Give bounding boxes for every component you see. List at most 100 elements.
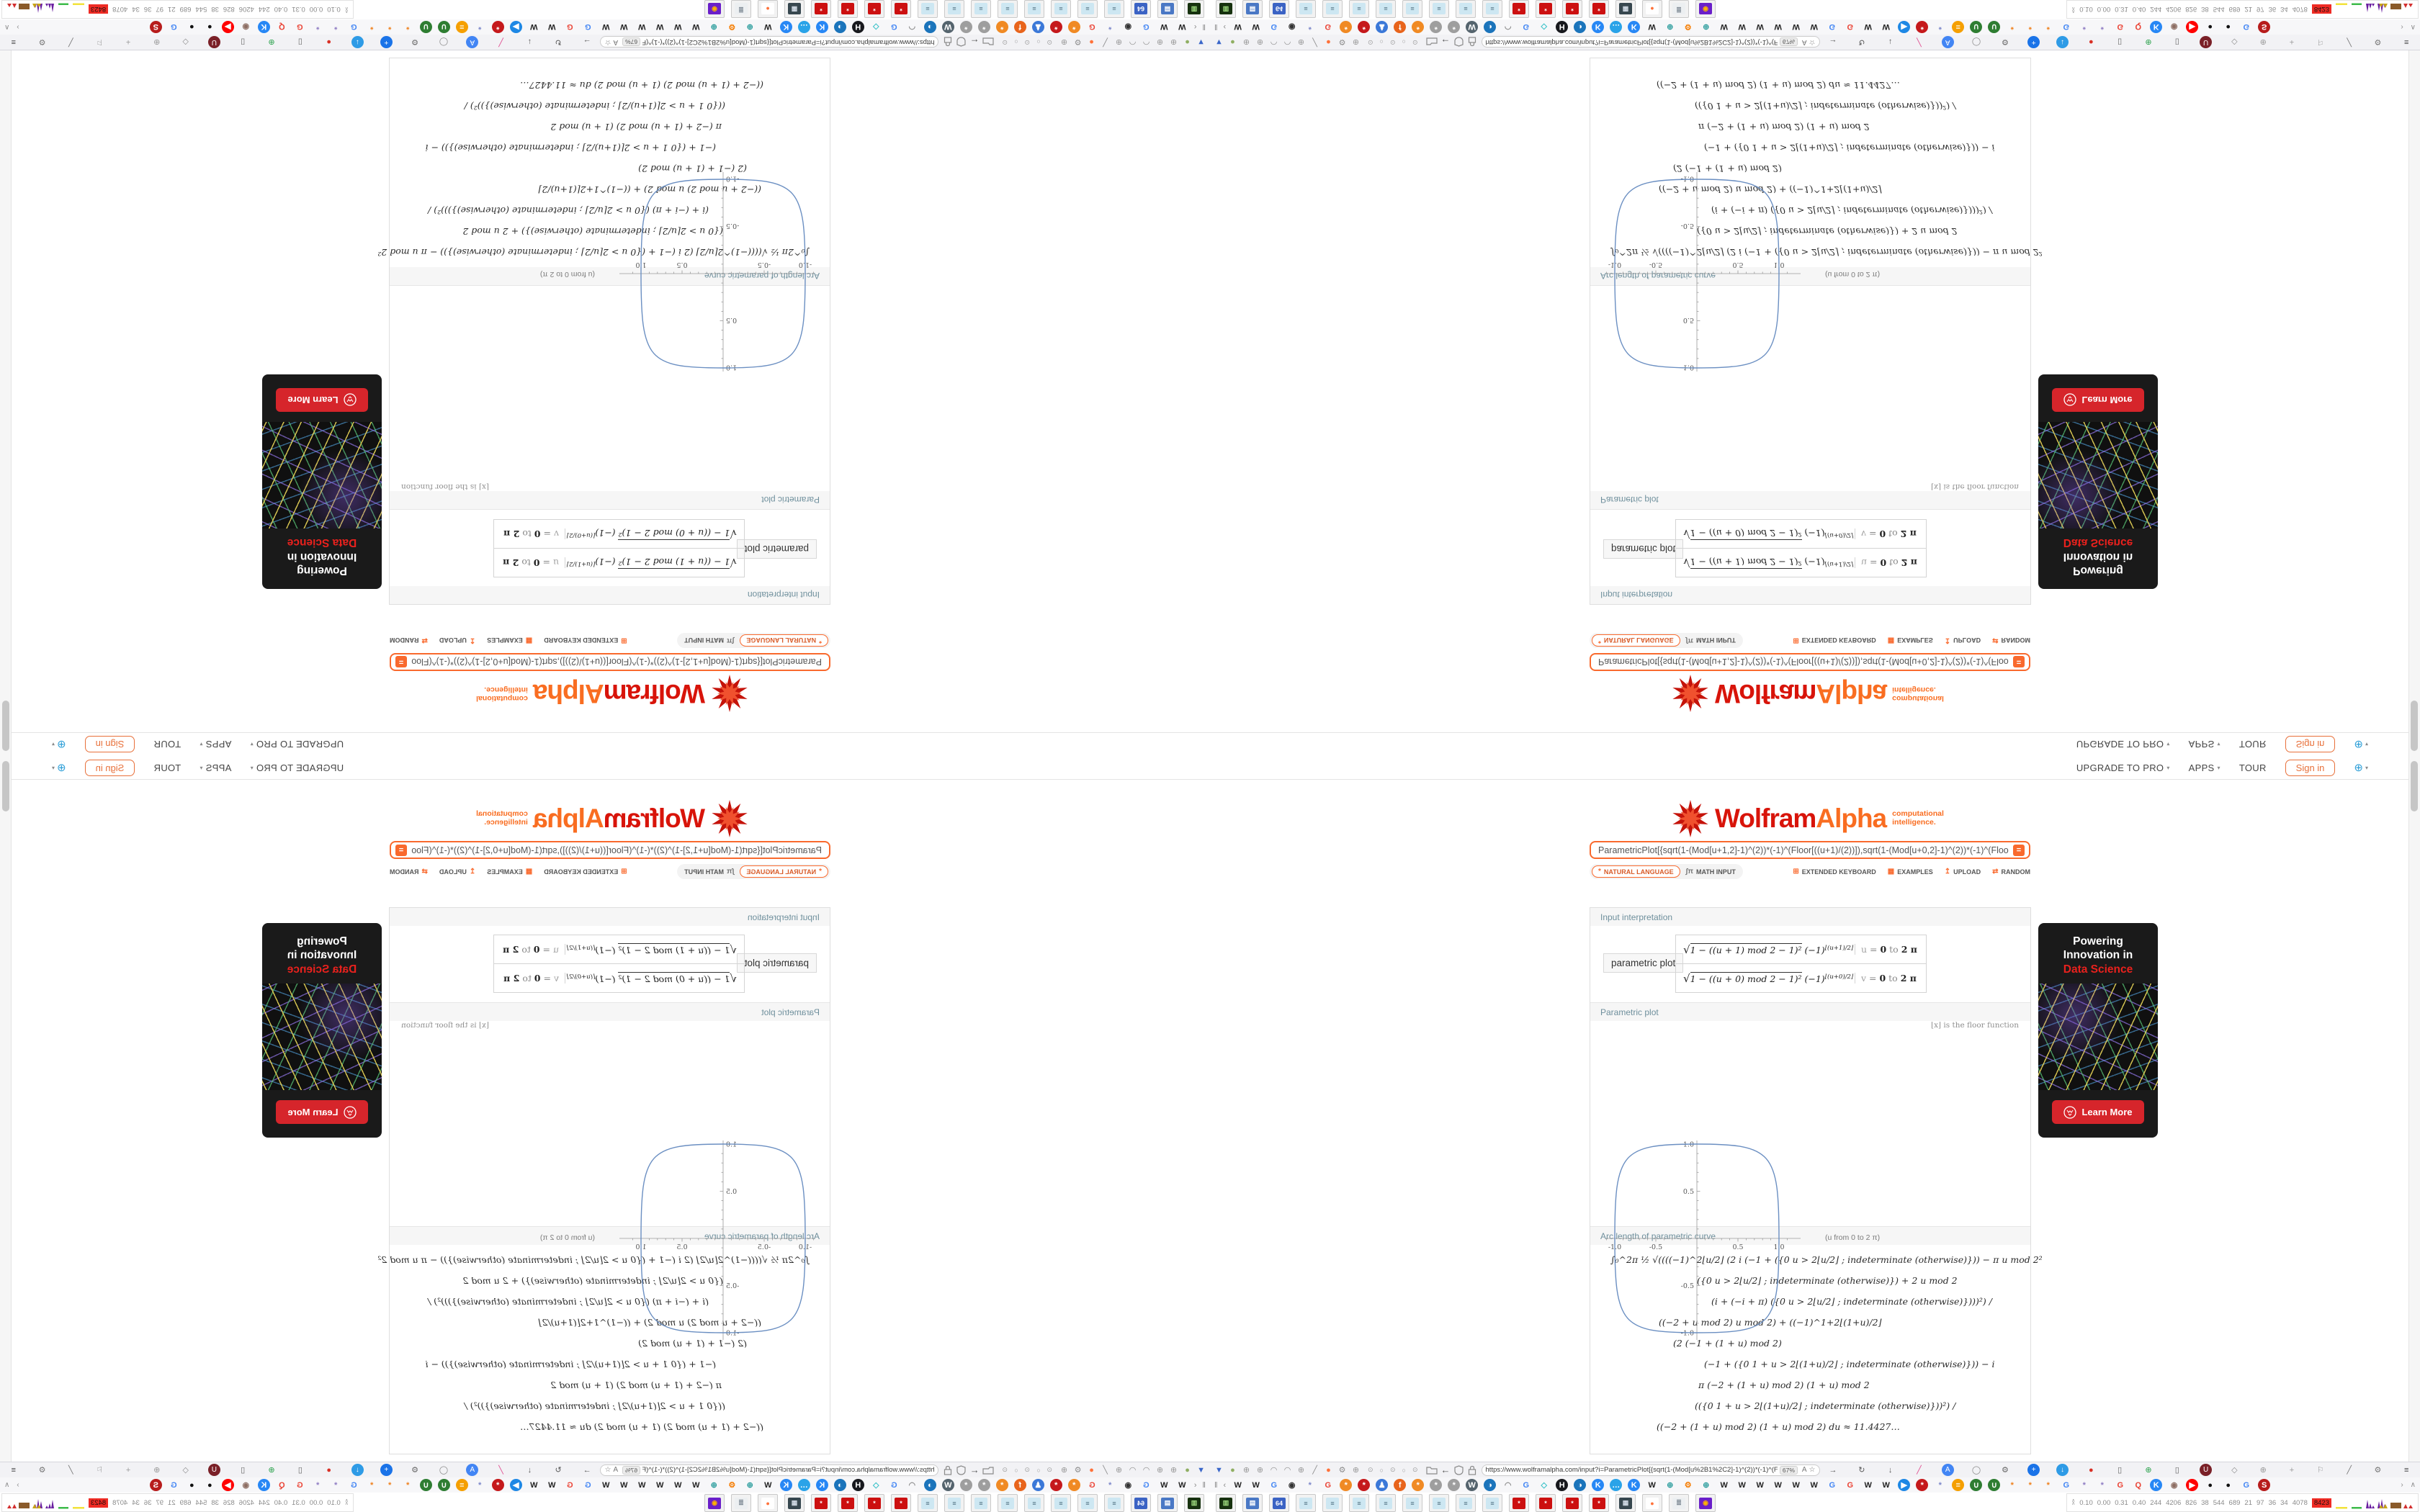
firefox-icon[interactable]: ● (1089, 37, 1094, 47)
google-bookmark[interactable]: G (1089, 22, 1095, 32)
gear-icon[interactable]: ⚙ (1074, 37, 1082, 46)
wikipedia-bookmark[interactable]: W (1738, 22, 1746, 32)
notepad-shortcut[interactable]: ≡ (1322, 1494, 1343, 1512)
globe-icon[interactable]: ⊕ (1297, 37, 1305, 46)
translate-icon[interactable]: A (613, 38, 619, 46)
chevron-left-icon[interactable]: ‹ (1223, 22, 1227, 32)
language-globe-icon[interactable]: ⊕ ▾ (2354, 738, 2368, 750)
translate-icon[interactable]: A (1801, 38, 1807, 46)
wrench-icon[interactable]: ╱ (68, 37, 73, 46)
radio-dot-icon[interactable]: ⊙ (1024, 1466, 1031, 1473)
google-bookmark[interactable]: G (567, 22, 573, 32)
camera-bookmark[interactable]: ◉ (1124, 1481, 1132, 1490)
url-text[interactable]: https://www.wolframalpha.com/input?i=Par… (642, 38, 935, 46)
add-extension-icon[interactable]: + (380, 1464, 393, 1476)
youtube-bookmark[interactable]: ▶ (221, 1479, 234, 1491)
wolfram-spikey-shortcut[interactable]: * (1562, 1494, 1582, 1512)
radio-dot-icon[interactable]: ⊙ (1047, 1466, 1052, 1473)
monitor-camera-shortcut[interactable]: ▦ (784, 0, 805, 18)
q-bookmark[interactable]: Q (279, 1480, 285, 1490)
sign-in-button[interactable]: Sign in (2285, 759, 2336, 776)
address-bar[interactable]: https://www.wolframalpha.com/input?i=Par… (1481, 36, 1820, 48)
google-bookmark[interactable]: G (585, 1480, 591, 1490)
record-icon[interactable]: ● (326, 1465, 331, 1475)
wikipedia-bookmark[interactable]: W (674, 1480, 682, 1490)
folder-icon[interactable] (1425, 1465, 1438, 1475)
play-bookmark[interactable]: ▶ (509, 21, 522, 33)
coin-bookmark[interactable]: ≡ (1952, 21, 1965, 33)
gear-icon[interactable]: ⚙ (2001, 37, 2009, 46)
hand-icon[interactable]: ⚐ (96, 37, 104, 46)
examples-button[interactable]: ▦ EXAMPLES (1888, 636, 1933, 644)
query-text[interactable]: ParametricPlot[{sqrt(1-(Mod[u+1,2]-1)^(2… (1598, 845, 2009, 855)
spikey-bookmark[interactable]: * (491, 1479, 504, 1491)
browser-scrollbar[interactable] (0, 756, 12, 1462)
wreath-bookmark[interactable]: * (1308, 22, 1312, 32)
pause-icon[interactable]: ‖ (1214, 1480, 1218, 1490)
pie-bookmark[interactable]: ◑ (1484, 21, 1497, 33)
wrench-icon[interactable]: ╱ (2347, 37, 2352, 46)
google-bookmark[interactable]: G (567, 1480, 573, 1490)
wikipedia-bookmark[interactable]: W (1252, 22, 1260, 32)
wikipedia-bookmark[interactable]: W (530, 22, 538, 32)
nav-tour[interactable]: TOUR (153, 762, 181, 773)
wikipedia-bookmark[interactable]: W (620, 1480, 628, 1490)
wikipedia-bookmark[interactable]: W (1792, 1480, 1800, 1490)
google-bookmark[interactable]: G (1325, 1480, 1331, 1490)
spikey-bookmark[interactable]: * (1430, 1479, 1443, 1491)
chevron-right-icon[interactable]: › (2401, 23, 2403, 31)
mm-bookmark[interactable]: ∪ (419, 21, 432, 33)
wordpress-bookmark[interactable]: W (941, 21, 954, 33)
monitor-camera-shortcut[interactable]: ▦ (784, 1494, 805, 1512)
gear-icon[interactable]: ⚙ (38, 1466, 46, 1475)
coin-bookmark[interactable]: ≡ (1952, 1479, 1965, 1491)
spikey-bookmark[interactable]: * (1916, 1479, 1929, 1491)
dark-bookmark[interactable]: ● (189, 22, 194, 32)
coin-bookmark[interactable]: ≡ (455, 1479, 468, 1491)
vk-bookmark[interactable]: K (815, 1479, 828, 1491)
learn-more-button[interactable]: Learn More (276, 1100, 368, 1125)
radio-dot-icon[interactable]: ⊙ (1047, 39, 1052, 46)
chevron-right-icon[interactable]: › (17, 23, 19, 31)
wolframalpha-logo[interactable]: WolframAlpha computational intelligence. (476, 674, 749, 713)
notepad-shortcut[interactable]: ≡ (1296, 1494, 1316, 1512)
people-bookmark[interactable]: ♟ (1376, 1479, 1389, 1491)
google-bookmark[interactable]: G (1523, 1480, 1529, 1490)
download-icon[interactable]: ↓ (527, 37, 532, 47)
hand-icon[interactable]: ⚐ (96, 1466, 104, 1475)
radio-dot-icon[interactable]: ⊙ (1024, 39, 1031, 46)
chevron-up-icon[interactable]: ∧ (4, 1481, 10, 1489)
chevron-left-icon[interactable]: ‹ (1193, 1480, 1197, 1490)
vk-bookmark[interactable]: K (779, 21, 792, 33)
wikipedia-bookmark[interactable]: W (1810, 22, 1818, 32)
math-input-button[interactable]: ∫π MATH INPUT (1686, 636, 1736, 644)
earth-icon[interactable]: ⊕ (268, 37, 275, 46)
record-icon[interactable]: ● (326, 37, 331, 47)
chevron-up-icon[interactable]: ∧ (2410, 23, 2416, 31)
google-bookmark[interactable]: G (2243, 1480, 2249, 1490)
status-dot-icon[interactable]: ● (1185, 37, 1190, 47)
hex-bookmark[interactable]: H (1556, 1479, 1569, 1491)
bookmark-star-icon[interactable]: ☆ (604, 38, 611, 46)
mm-bookmark[interactable]: ∪ (1970, 1479, 1983, 1491)
gauge-icon[interactable]: ◠ (1283, 1466, 1291, 1475)
upload-button[interactable]: ↥ UPLOAD (1945, 868, 1981, 876)
chevron-up-icon[interactable]: ∧ (4, 23, 10, 31)
wikipedia-bookmark[interactable]: W (602, 22, 610, 32)
coin-bookmark[interactable]: ≡ (455, 21, 468, 33)
gear-bookmark[interactable]: * (370, 22, 374, 32)
wolframalpha-logo[interactable]: WolframAlpha computational intelligence. (476, 799, 749, 838)
globe-icon[interactable]: ⊕ (153, 37, 161, 46)
fx-bookmark[interactable]: f (1013, 21, 1026, 33)
forward-icon[interactable]: → (1829, 37, 1837, 47)
face-bookmark[interactable]: ◉ (2170, 1481, 2178, 1490)
trash-icon[interactable]: ▯ (2118, 1466, 2123, 1475)
wikipedia-bookmark[interactable]: W (1810, 1480, 1818, 1490)
shield-icon[interactable] (956, 1464, 967, 1475)
wreath-bookmark[interactable]: * (2100, 1480, 2104, 1490)
folder-icon[interactable] (1425, 37, 1438, 47)
wikipedia-bookmark[interactable]: W (602, 1480, 610, 1490)
mm-bookmark[interactable]: ∪ (437, 1479, 450, 1491)
globe-icon[interactable]: ⊕ (2259, 1466, 2267, 1475)
globe-icon[interactable]: ⊕ (1170, 37, 1178, 46)
